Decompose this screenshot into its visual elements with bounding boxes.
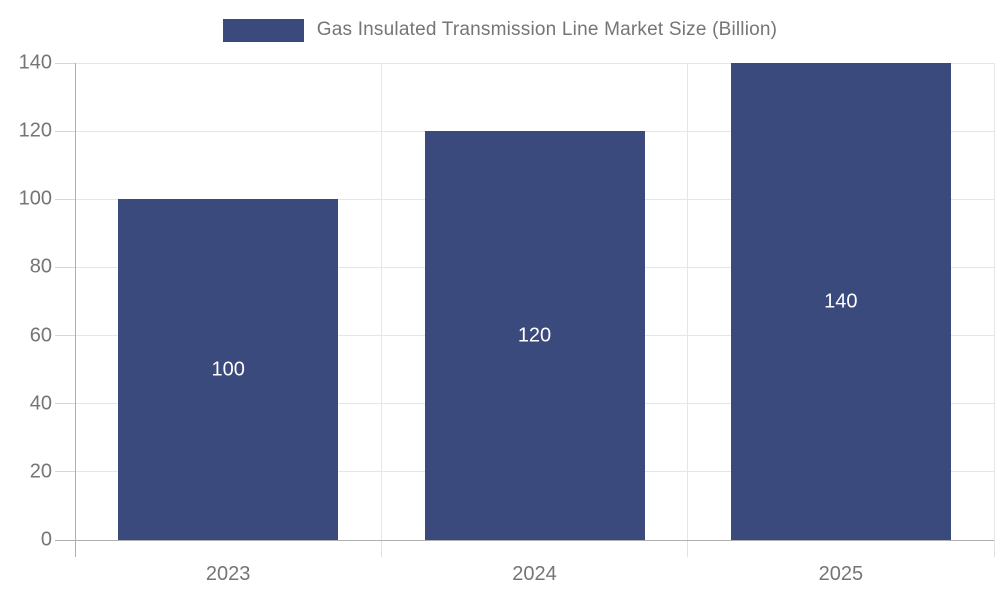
legend-label: Gas Insulated Transmission Line Market S… bbox=[316, 19, 778, 40]
gridline-vertical bbox=[380, 63, 382, 540]
y-tick-mark bbox=[55, 130, 75, 132]
x-tick-mark bbox=[380, 540, 382, 557]
y-tick-mark bbox=[55, 62, 75, 64]
bar-value-label: 140 bbox=[824, 290, 858, 312]
y-tick-mark bbox=[55, 471, 75, 473]
y-axis-tick-label: 0 bbox=[40, 528, 52, 551]
x-axis-tick-label: 2025 bbox=[818, 563, 864, 585]
legend-swatch-icon bbox=[222, 18, 304, 42]
y-axis-tick-label: 120 bbox=[18, 119, 52, 142]
y-axis-tick-label: 100 bbox=[18, 187, 52, 210]
x-tick-mark bbox=[687, 540, 689, 557]
gridline-vertical bbox=[993, 63, 995, 540]
y-axis-tick-label: 60 bbox=[29, 324, 52, 347]
x-axis-tick-label: 2024 bbox=[512, 563, 557, 585]
y-axis-tick-label: 80 bbox=[29, 255, 52, 278]
bar-value-label: 120 bbox=[517, 324, 552, 347]
bar-2024[interactable] bbox=[424, 131, 645, 540]
y-axis-tick-label: 20 bbox=[29, 460, 52, 483]
bar-2023[interactable] bbox=[118, 199, 339, 540]
bar-2025[interactable] bbox=[730, 63, 951, 540]
y-axis-line bbox=[74, 63, 76, 557]
x-axis-line bbox=[55, 539, 994, 541]
y-axis-tick-label: 40 bbox=[29, 392, 52, 415]
y-tick-mark bbox=[55, 403, 75, 405]
y-axis-tick-label: 140 bbox=[18, 51, 52, 74]
x-tick-mark bbox=[993, 540, 995, 557]
x-axis-tick-label: 2023 bbox=[205, 563, 251, 585]
y-tick-mark bbox=[55, 335, 75, 337]
gridline-horizontal bbox=[75, 62, 994, 64]
gridline-vertical bbox=[687, 63, 689, 540]
legend[interactable]: Gas Insulated Transmission Line Market S… bbox=[0, 8, 1000, 52]
y-tick-mark bbox=[55, 266, 75, 268]
y-tick-mark bbox=[55, 198, 75, 200]
bar-value-label: 100 bbox=[211, 358, 245, 381]
